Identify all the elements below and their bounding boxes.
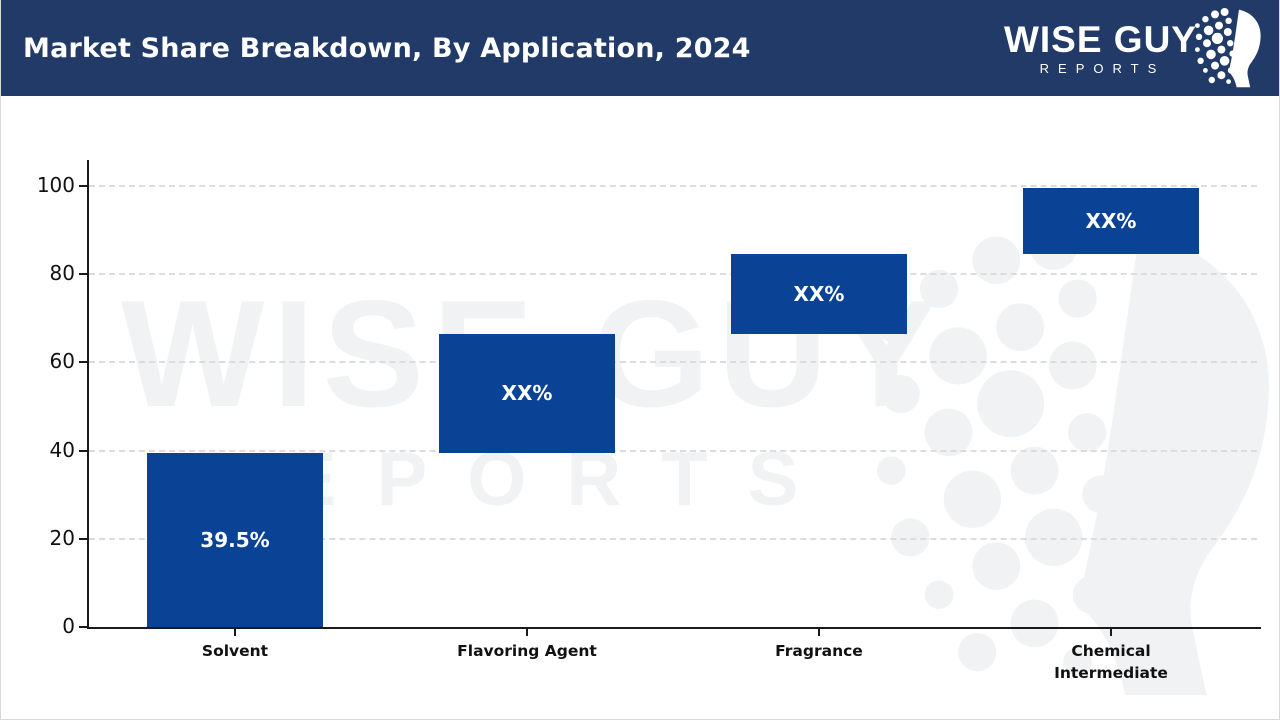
bar-value-label: XX% — [501, 381, 553, 406]
bar-chemical-intermediate: XX% — [1023, 188, 1199, 255]
y-tick-label: 80 — [49, 261, 75, 286]
y-tick-mark — [79, 449, 87, 452]
gridline-100 — [89, 185, 1257, 187]
bar-flavoring-agent: XX% — [439, 333, 615, 453]
bar-value-label: 39.5% — [200, 527, 270, 552]
x-axis-label: Solvent — [201, 642, 269, 660]
logo-wordmark: WISE GUY — [1003, 18, 1197, 60]
x-tick-mark — [818, 629, 820, 636]
x-axis-label: Flavoring Agent — [457, 642, 597, 660]
y-tick-label: 20 — [49, 525, 75, 550]
bar-solvent: 39.5% — [147, 452, 323, 627]
gridline-20 — [89, 537, 1257, 540]
y-tick-mark — [79, 273, 87, 276]
y-tick-mark — [79, 537, 87, 540]
gridline-60 — [89, 361, 1257, 364]
y-tick-label: 0 — [62, 614, 75, 638]
y-tick-label: 100 — [36, 173, 75, 197]
wise-guy-reports-logo: WISE GUY REPORTS — [1004, 8, 1263, 88]
x-tick-mark — [234, 629, 236, 636]
x-tick-mark — [1110, 629, 1112, 636]
logo-subtitle: REPORTS — [1039, 60, 1166, 76]
x-axis-line — [87, 627, 1261, 629]
x-tick-mark — [526, 629, 528, 636]
x-axis-label: Fragrance — [775, 642, 863, 660]
y-tick-mark — [79, 361, 87, 364]
report-header: Market Share Breakdown, By Application, … — [1, 0, 1279, 96]
logo-text: WISE GUY REPORTS — [1004, 21, 1197, 76]
bar-fragrance: XX% — [731, 254, 907, 334]
dotted-head-profile-icon — [1191, 8, 1263, 88]
bar-value-label: XX% — [793, 282, 845, 307]
gridline-80 — [89, 273, 1257, 276]
y-axis-line — [87, 160, 89, 629]
page-title: Market Share Breakdown, By Application, … — [23, 32, 751, 64]
x-axis-label: Chemical Intermediate — [1054, 642, 1168, 683]
y-tick-label: 60 — [49, 349, 75, 374]
y-tick-mark — [79, 185, 87, 187]
y-tick-mark — [79, 626, 87, 628]
y-tick-label: 40 — [49, 437, 75, 462]
bar-value-label: XX% — [1085, 209, 1137, 234]
gridline-40 — [89, 449, 1257, 452]
